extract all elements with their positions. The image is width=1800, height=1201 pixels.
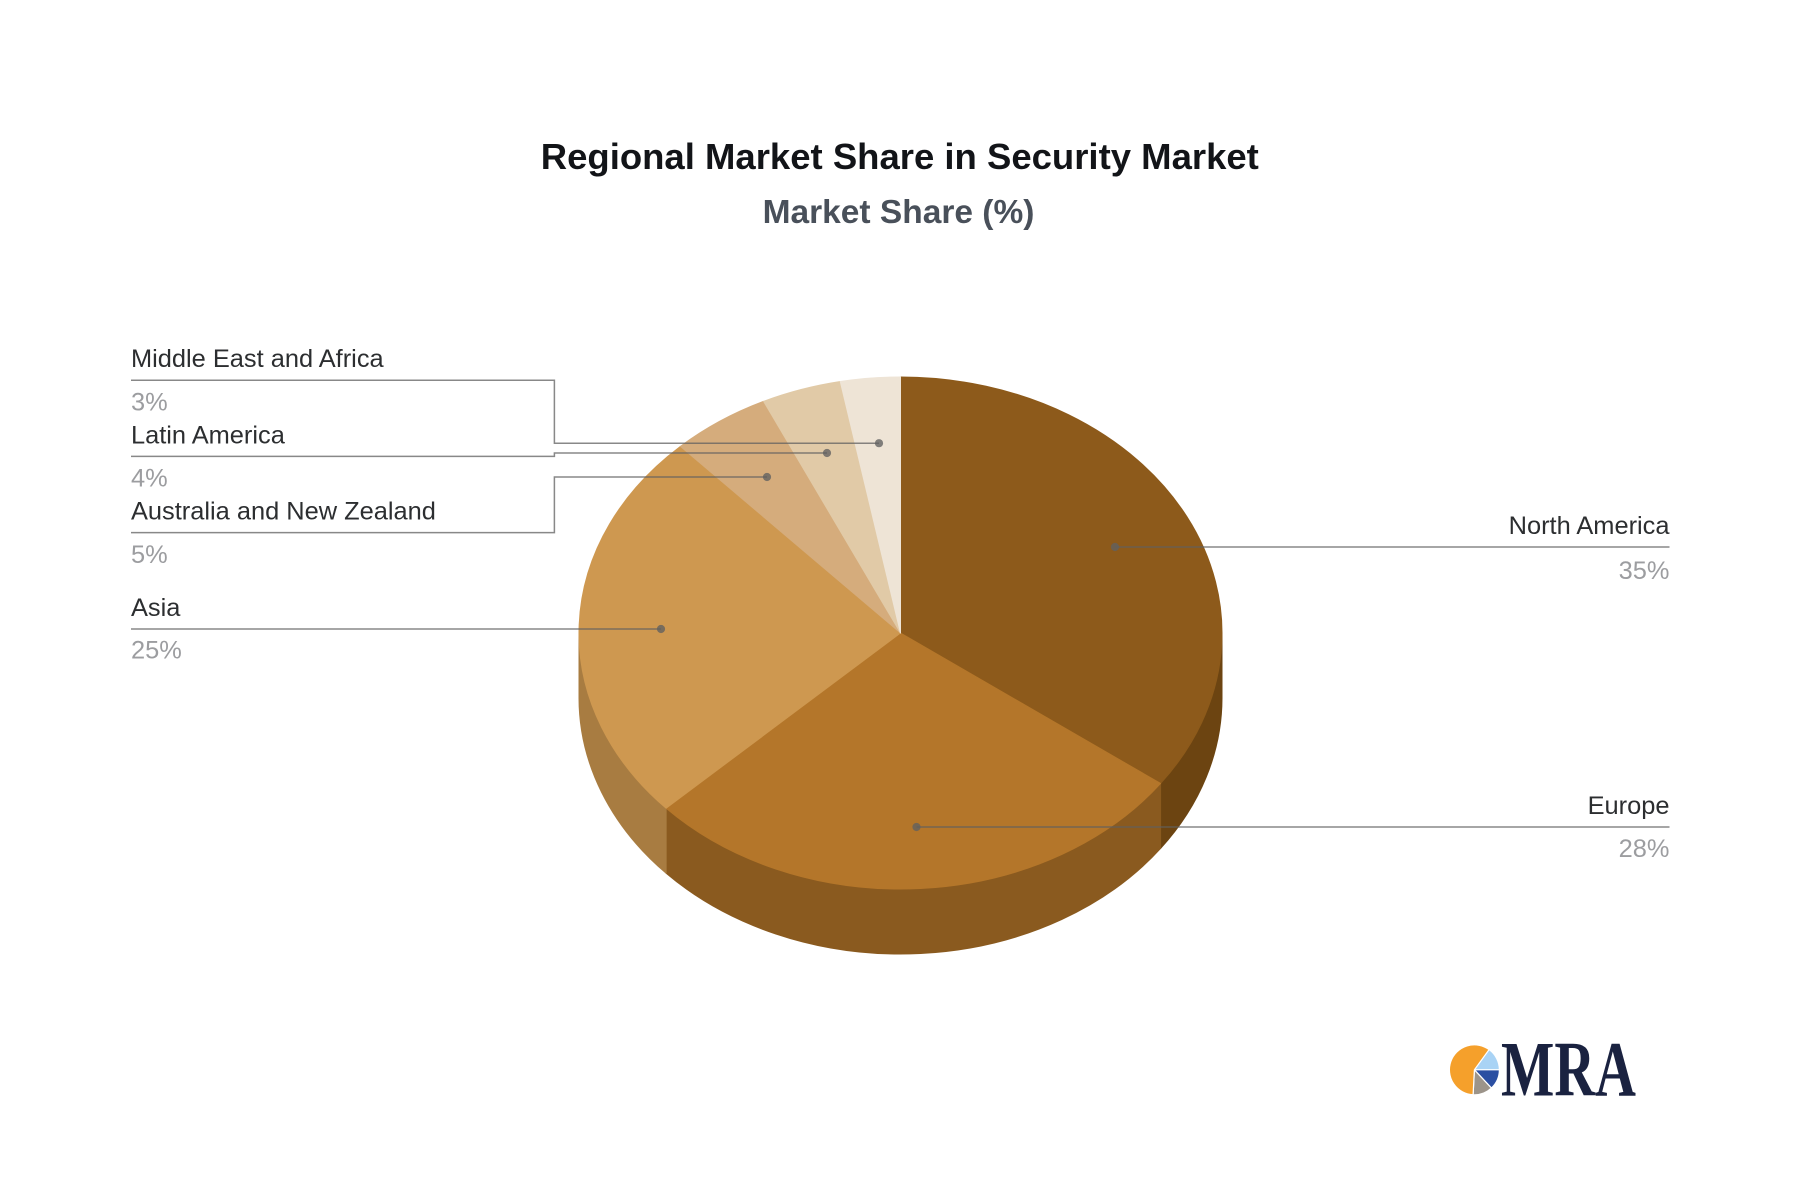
svg-text:5%: 5% (131, 541, 168, 569)
svg-text:MRA: MRA (1501, 1025, 1636, 1112)
svg-text:Regional Market Share in Secur: Regional Market Share in Security Market (541, 136, 1259, 177)
svg-text:Middle East and Africa: Middle East and Africa (131, 345, 385, 373)
svg-text:28%: 28% (1619, 835, 1670, 863)
svg-text:Australia and New Zealand: Australia and New Zealand (131, 497, 436, 525)
svg-text:Latin America: Latin America (131, 421, 286, 449)
svg-text:25%: 25% (131, 636, 182, 664)
svg-text:4%: 4% (131, 465, 168, 493)
svg-text:Asia: Asia (131, 594, 181, 622)
svg-text:Europe: Europe (1588, 792, 1670, 820)
svg-text:3%: 3% (131, 388, 168, 416)
svg-text:Market Share (%): Market Share (%) (763, 194, 1035, 231)
svg-text:35%: 35% (1619, 557, 1670, 585)
svg-text:North America: North America (1509, 512, 1671, 540)
